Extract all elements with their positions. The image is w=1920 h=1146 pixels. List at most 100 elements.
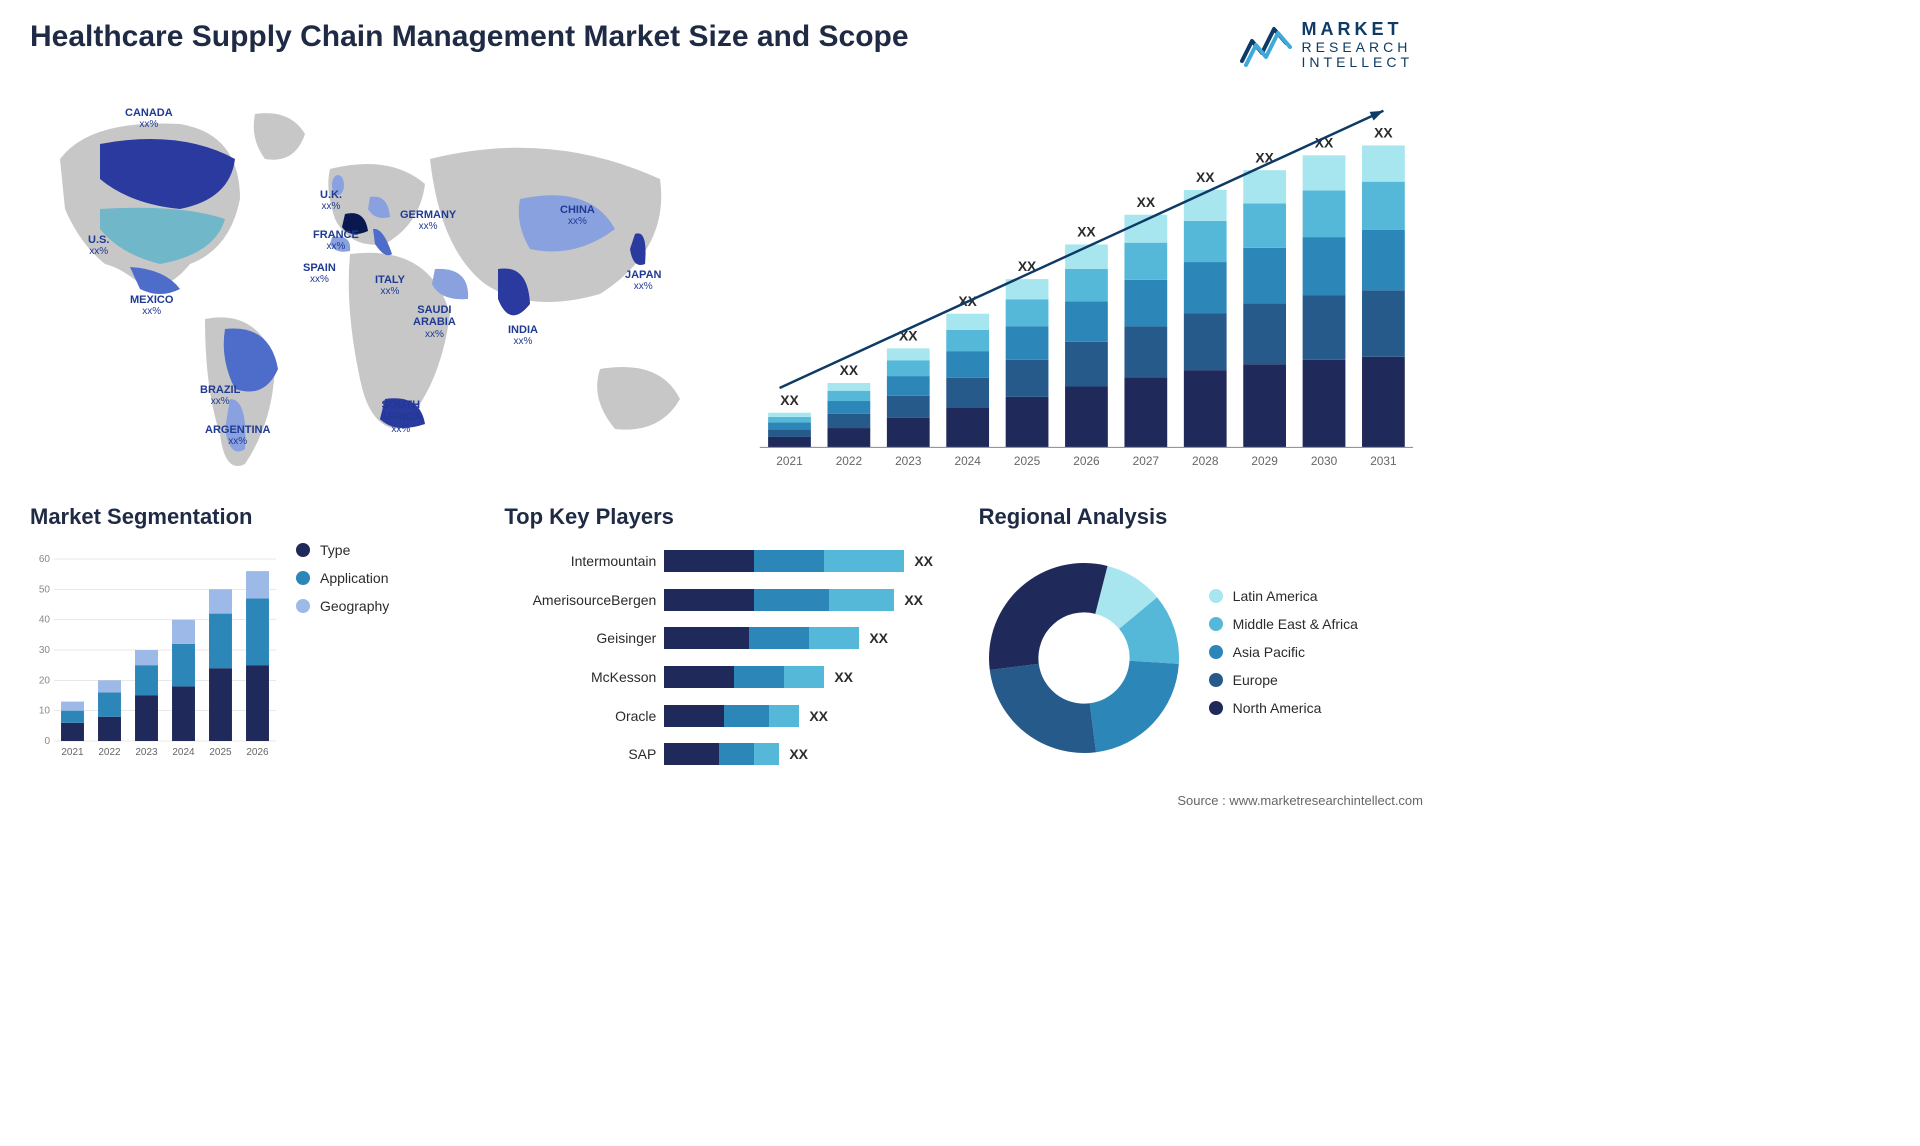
legend-item: Application — [296, 570, 474, 586]
legend-label: Europe — [1233, 672, 1278, 688]
svg-text:0: 0 — [44, 736, 50, 747]
map-label: MEXICOxx% — [130, 294, 173, 318]
map-label: SPAINxx% — [303, 262, 336, 286]
regional-legend: Latin America Middle East & Africa Asia Pa… — [1209, 588, 1423, 728]
player-label: AmerisourceBergen — [504, 592, 656, 608]
legend-label: Latin America — [1233, 588, 1318, 604]
players-title: Top Key Players — [504, 504, 948, 530]
map-label: BRAZILxx% — [200, 384, 240, 408]
players-panel: Top Key Players Intermountain Amerisource… — [504, 504, 948, 774]
svg-text:2025: 2025 — [209, 747, 232, 758]
regional-donut — [979, 553, 1189, 763]
svg-text:2028: 2028 — [1192, 454, 1219, 468]
segmentation-chart: 0102030405060202120222023202420252026 — [30, 542, 280, 774]
legend-swatch — [1209, 673, 1223, 687]
player-value: XX — [834, 669, 853, 685]
map-label: SAUDIARABIAxx% — [413, 304, 456, 341]
map-label: INDIAxx% — [508, 324, 538, 348]
page-title: Healthcare Supply Chain Management Marke… — [30, 20, 909, 54]
legend-swatch — [296, 599, 310, 613]
player-label: McKesson — [504, 669, 656, 685]
logo-text-2: RESEARCH — [1302, 40, 1413, 55]
svg-text:50: 50 — [39, 584, 51, 595]
legend-item: Latin America — [1209, 588, 1423, 604]
regional-panel: Regional Analysis Latin America Middle Ea… — [979, 504, 1423, 774]
player-bar: XX — [664, 627, 948, 649]
player-bar: XX — [664, 705, 948, 727]
map-label: CANADAxx% — [125, 107, 173, 131]
map-label: FRANCExx% — [313, 229, 359, 253]
world-map: CANADAxx% U.S.xx% MEXICOxx% BRAZILxx% ARGENT… — [30, 89, 710, 484]
legend-item: Europe — [1209, 672, 1423, 688]
map-label: U.K.xx% — [320, 189, 342, 213]
svg-text:2027: 2027 — [1133, 454, 1159, 468]
legend-label: Type — [320, 542, 350, 558]
svg-text:10: 10 — [39, 705, 51, 716]
svg-text:2021: 2021 — [776, 454, 803, 468]
svg-text:2030: 2030 — [1311, 454, 1338, 468]
player-value: XX — [904, 592, 923, 608]
segmentation-panel: Market Segmentation 0 10 20 30 40 50 60 2021 202… — [30, 504, 474, 774]
legend-swatch — [1209, 701, 1223, 715]
svg-text:2026: 2026 — [1073, 454, 1100, 468]
legend-item: Geography — [296, 598, 474, 614]
svg-text:2029: 2029 — [1251, 454, 1278, 468]
map-label: U.S.xx% — [88, 234, 109, 258]
player-label: Intermountain — [504, 553, 656, 569]
legend-swatch — [1209, 617, 1223, 631]
svg-text:XX: XX — [1137, 193, 1156, 209]
svg-text:40: 40 — [39, 614, 51, 625]
players-bars: XX XX XX XX XX XX — [664, 542, 948, 774]
player-label: Geisinger — [504, 630, 656, 646]
legend-swatch — [296, 571, 310, 585]
legend-label: Asia Pacific — [1233, 644, 1305, 660]
svg-text:2022: 2022 — [836, 454, 862, 468]
player-value: XX — [914, 553, 933, 569]
svg-text:60: 60 — [39, 554, 51, 565]
player-bar: XX — [664, 743, 948, 765]
svg-text:2024: 2024 — [954, 454, 981, 468]
map-label: GERMANYxx% — [400, 209, 456, 233]
svg-text:20: 20 — [39, 675, 51, 686]
regional-title: Regional Analysis — [979, 504, 1423, 530]
map-label: ITALYxx% — [375, 274, 405, 298]
player-label: SAP — [504, 746, 656, 762]
svg-text:2026: 2026 — [246, 747, 269, 758]
player-label: Oracle — [504, 708, 656, 724]
legend-item: Type — [296, 542, 474, 558]
svg-text:2031: 2031 — [1370, 454, 1397, 468]
player-bar: XX — [664, 589, 948, 611]
logo-text-3: INTELLECT — [1302, 55, 1413, 70]
player-value: XX — [789, 746, 808, 762]
segmentation-title: Market Segmentation — [30, 504, 474, 530]
legend-label: North America — [1233, 700, 1322, 716]
growth-bar-chart: XX2021XX2022XX2023XX2024XX2025XX2026XX20… — [740, 89, 1423, 484]
legend-swatch — [296, 543, 310, 557]
svg-text:XX: XX — [1374, 124, 1393, 140]
svg-text:XX: XX — [1077, 223, 1096, 239]
brand-logo: MARKET RESEARCH INTELLECT — [1240, 20, 1423, 71]
map-label: SOUTHAFRICAxx% — [380, 399, 422, 436]
logo-icon — [1240, 21, 1294, 69]
svg-text:XX: XX — [780, 391, 799, 407]
player-value: XX — [869, 630, 888, 646]
legend-label: Geography — [320, 598, 389, 614]
map-label: ARGENTINAxx% — [205, 424, 270, 448]
legend-item: Asia Pacific — [1209, 644, 1423, 660]
map-label: CHINAxx% — [560, 204, 595, 228]
svg-text:XX: XX — [1196, 169, 1215, 185]
svg-text:2025: 2025 — [1014, 454, 1041, 468]
svg-text:2022: 2022 — [98, 747, 121, 758]
svg-text:2021: 2021 — [61, 747, 84, 758]
map-label: JAPANxx% — [625, 269, 661, 293]
player-bar: XX — [664, 666, 948, 688]
legend-swatch — [1209, 589, 1223, 603]
svg-text:2024: 2024 — [172, 747, 195, 758]
logo-text-1: MARKET — [1302, 20, 1413, 40]
svg-text:30: 30 — [39, 645, 51, 656]
legend-label: Middle East & Africa — [1233, 616, 1358, 632]
svg-text:2023: 2023 — [895, 454, 922, 468]
player-bar: XX — [664, 550, 948, 572]
legend-item: Middle East & Africa — [1209, 616, 1423, 632]
source-footer: Source : www.marketresearchintellect.com — [1177, 793, 1423, 808]
